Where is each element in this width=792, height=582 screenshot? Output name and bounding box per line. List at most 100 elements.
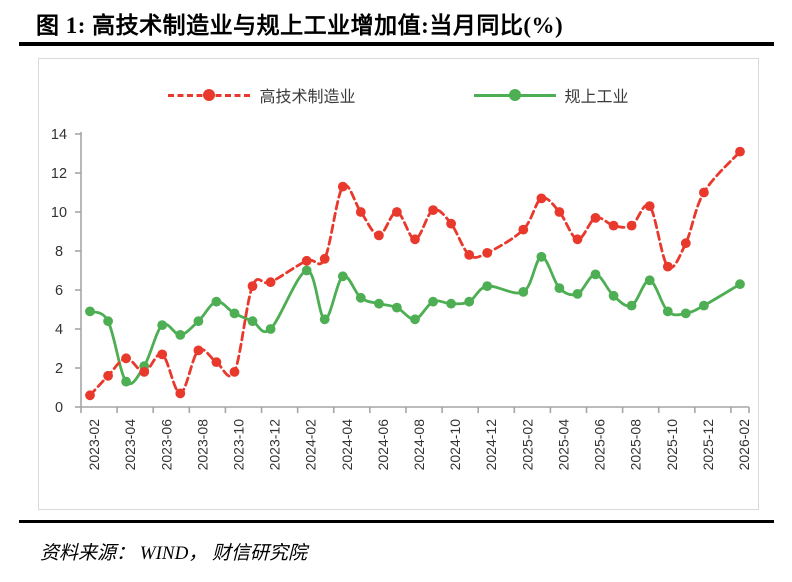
industry-data-point [482, 281, 493, 291]
hightech-data-point [662, 261, 673, 272]
industry-data-point [608, 290, 619, 301]
hightech-data-point [626, 220, 637, 231]
hightech-data-point [446, 218, 456, 229]
y-tick-label: 10 [51, 205, 67, 221]
industry-data-point [644, 275, 655, 286]
industry-data-point [319, 314, 330, 325]
hightech-data-point [518, 224, 529, 235]
hightech-data-point [103, 370, 113, 381]
industry-data-point [229, 308, 240, 319]
y-tick-label: 0 [55, 400, 63, 416]
hightech-data-point [85, 390, 95, 401]
industry-data-point [428, 296, 438, 307]
hightech-data-point [428, 205, 438, 216]
hightech-data-point [608, 220, 619, 231]
x-tick-label: 2023-08 [194, 419, 210, 471]
hightech-data-point [157, 349, 168, 360]
source-note: 资料来源： WIND， 财信研究院 [40, 543, 308, 564]
x-tick-label: 2025-06 [592, 419, 608, 471]
hightech-data-point [572, 234, 583, 245]
x-tick-label: 2024-06 [375, 419, 391, 471]
industry-data-point [121, 376, 131, 387]
industry-data-point [572, 289, 583, 299]
industry-data-point [735, 279, 745, 290]
industry-data-point [211, 296, 222, 307]
x-tick-label: 2024-12 [483, 419, 499, 471]
legend-item-hightech: 高技术制造业 [168, 83, 356, 107]
industry-data-point [337, 271, 348, 282]
x-tick-label: 2025-10 [664, 419, 680, 471]
x-tick-label: 2025-02 [519, 419, 535, 471]
chart-title: 图 1: 高技术制造业与规上工业增加值:当月同比(%) [36, 13, 564, 38]
y-tick-label: 6 [55, 283, 63, 299]
industry-data-point [536, 251, 547, 262]
legend: 高技术制造业 规上工业 [39, 83, 758, 107]
hightech-data-point [175, 388, 186, 399]
industry-data-point [374, 298, 384, 309]
hightech-data-point [536, 193, 547, 204]
hightech-data-point [482, 248, 493, 258]
y-tick-label: 4 [55, 322, 63, 338]
industry-data-point [699, 300, 709, 311]
industry-data-point [680, 308, 691, 319]
hightech-data-point [699, 187, 709, 198]
x-tick-label: 2025-04 [555, 419, 571, 471]
industry-data-point [410, 314, 420, 325]
industry-data-point [157, 320, 168, 330]
hightech-data-point [735, 146, 745, 157]
x-tick-label: 2024-10 [447, 419, 463, 471]
industry-data-point [355, 292, 366, 303]
hightech-data-point [139, 367, 150, 377]
hightech-data-point [319, 253, 330, 264]
industry-data-point [103, 316, 113, 327]
chart-card: 高技术制造业 规上工业 0 2 4 6 8 10 12 14 2023-02 2023-04 202… [38, 58, 759, 510]
x-tick-label: 2023-02 [86, 419, 102, 471]
hightech-data-point [355, 207, 366, 217]
hightech-data-point [374, 230, 384, 241]
x-tick-label: 2024-08 [411, 419, 427, 471]
x-tick-label: 2024-02 [303, 419, 319, 471]
x-tick-label: 2023-10 [230, 419, 246, 471]
hightech-data-point [265, 277, 276, 288]
hightech-data-point [337, 181, 348, 192]
y-tick-label: 2 [55, 361, 63, 377]
hightech-data-point [247, 281, 258, 291]
industry-data-point [554, 283, 565, 293]
legend-label-hightech: 高技术制造业 [259, 89, 356, 106]
industry-data-point [193, 316, 204, 327]
x-tick-label: 2025-08 [628, 419, 644, 471]
x-tick-label: 2023-04 [122, 419, 138, 471]
hightech-data-point [121, 353, 131, 364]
hightech-data-point [211, 357, 222, 367]
x-tick-label: 2023-06 [158, 419, 174, 471]
hightech-data-point [464, 250, 475, 260]
green-dot-icon [508, 89, 521, 101]
industry-data-point [265, 324, 276, 334]
hightech-data-point [301, 255, 312, 266]
hightech-data-point [644, 201, 655, 212]
x-tick-label: 2025-12 [700, 419, 716, 471]
industry-data-point [590, 269, 601, 280]
industry-data-point [518, 287, 529, 297]
title-rule [19, 42, 774, 46]
industry-data-point [85, 306, 95, 317]
industry-data-point [626, 300, 637, 311]
hightech-data-point [229, 367, 240, 377]
hightech-data-point [193, 345, 204, 356]
x-tick-label: 2023-12 [267, 419, 283, 471]
industry-data-point [175, 330, 186, 340]
industry-data-point [392, 302, 402, 313]
industry-data-point [662, 306, 673, 317]
hightech-data-point [590, 213, 601, 223]
industry-data-point [247, 316, 258, 327]
hightech-data-point [410, 234, 420, 245]
legend-item-industry: 规上工业 [473, 83, 629, 107]
y-tick-label: 14 [51, 127, 67, 143]
hightech-data-point [392, 207, 402, 217]
hightech-line-swatch [168, 89, 251, 101]
y-tick-label: 8 [55, 244, 63, 260]
hightech-data-point [680, 238, 691, 249]
industry-line-swatch [473, 89, 556, 101]
industry-data-point [446, 298, 456, 309]
